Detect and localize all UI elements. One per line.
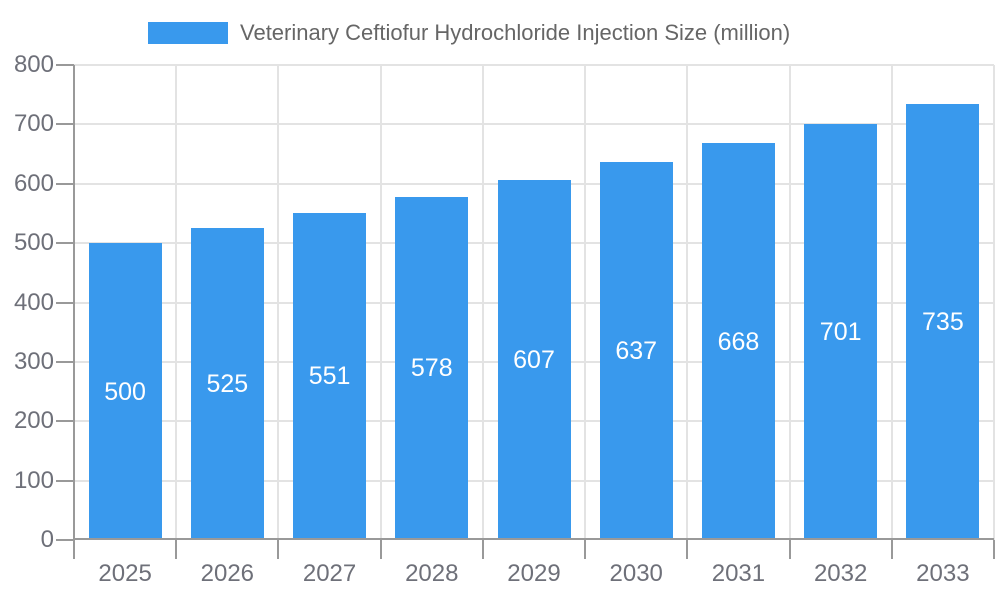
bar-value-label: 668: [717, 327, 760, 356]
y-axis-label: 800: [13, 51, 54, 78]
bar-value-label: 551: [308, 362, 351, 391]
y-axis-line: [73, 65, 75, 540]
x-axis-tick: [73, 540, 75, 559]
gridline-vertical: [890, 65, 893, 540]
bar-value-label: 607: [513, 345, 555, 374]
y-axis-label: 200: [13, 407, 54, 435]
x-axis-tick: [686, 540, 689, 559]
bar[interactable]: 607: [497, 179, 571, 538]
y-axis-label: 700: [13, 110, 54, 138]
legend-label: Veterinary Ceftiofur Hydrochloride Injec…: [240, 20, 791, 45]
x-axis-tick: [890, 540, 893, 559]
x-axis-tick: [481, 540, 484, 559]
x-axis-tick: [175, 540, 178, 559]
x-axis-label: 2029: [507, 560, 561, 587]
y-axis-label: 0: [40, 526, 54, 553]
legend-swatch: [148, 22, 228, 44]
x-axis-label: 2032: [813, 560, 868, 587]
bar-value-label: 735: [922, 307, 964, 336]
bar[interactable]: 735: [906, 103, 980, 538]
gridline-vertical: [379, 65, 382, 540]
gridline-horizontal: [74, 123, 994, 126]
y-axis-tick: [56, 301, 74, 304]
gridline-vertical: [277, 65, 280, 540]
bar-value-label: 637: [615, 336, 658, 365]
gridline-vertical: [175, 65, 178, 540]
y-axis-tick: [56, 242, 74, 245]
gridline-vertical: [686, 65, 689, 540]
gridline-vertical: [993, 65, 995, 540]
y-axis-tick: [56, 420, 74, 423]
x-axis-label: 2030: [609, 560, 663, 587]
bar[interactable]: 525: [190, 228, 264, 538]
bar[interactable]: 637: [599, 161, 673, 538]
bar-value-label: 525: [206, 370, 249, 399]
x-axis-label: 2026: [200, 560, 255, 587]
bar[interactable]: 668: [701, 143, 775, 538]
x-axis-tick: [379, 540, 382, 559]
bar[interactable]: 578: [395, 196, 469, 538]
gridline-horizontal: [74, 64, 994, 66]
y-axis-label: 600: [13, 169, 54, 197]
bar-value-label: 500: [104, 377, 146, 406]
bar-value-label: 578: [410, 354, 453, 383]
y-axis-label: 300: [13, 347, 54, 375]
x-axis-tick: [277, 540, 280, 559]
y-axis-tick: [56, 360, 74, 363]
legend-item[interactable]: Veterinary Ceftiofur Hydrochloride Injec…: [148, 20, 790, 46]
y-axis-label: 100: [13, 466, 54, 494]
x-axis-label: 2031: [711, 560, 766, 587]
bar-value-label: 701: [819, 317, 862, 346]
y-axis-tick: [56, 123, 74, 126]
y-axis-label: 400: [13, 288, 54, 316]
bar[interactable]: 500: [88, 243, 162, 538]
x-axis-label: 2033: [916, 560, 970, 587]
bar[interactable]: 701: [804, 123, 878, 538]
x-axis-tick: [584, 540, 587, 559]
gridline-vertical: [788, 65, 791, 540]
x-axis-label: 2025: [98, 560, 152, 587]
x-axis-tick: [788, 540, 791, 559]
y-axis-tick: [56, 479, 74, 482]
y-axis-tick: [56, 539, 74, 541]
x-axis-label: 2028: [405, 560, 459, 587]
gridline-vertical: [584, 65, 587, 540]
y-axis-tick: [56, 64, 74, 66]
x-axis-tick: [993, 540, 995, 559]
y-axis-tick: [56, 182, 74, 185]
y-axis-label: 500: [13, 229, 54, 257]
bar[interactable]: 551: [293, 212, 367, 538]
x-axis-line: [74, 538, 994, 540]
gridline-vertical: [481, 65, 484, 540]
x-axis-label: 2027: [302, 560, 357, 587]
